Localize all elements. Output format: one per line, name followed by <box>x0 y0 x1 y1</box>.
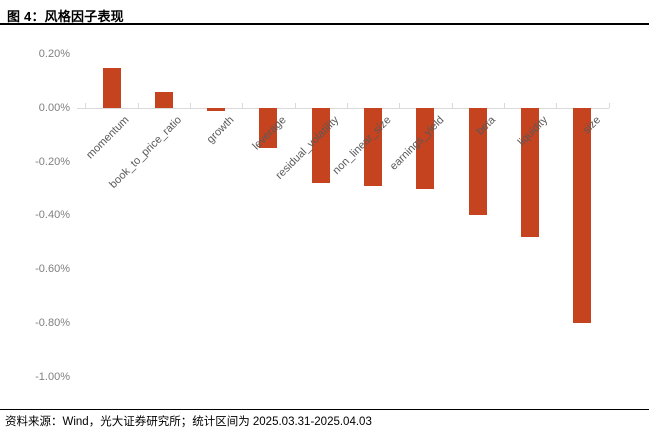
bar <box>155 92 173 108</box>
footer-divider <box>0 409 649 410</box>
axis-tick <box>609 103 610 108</box>
y-axis-label: 0.00% <box>38 102 70 114</box>
axis-tick <box>242 103 243 108</box>
y-axis-label: -1.00% <box>35 371 70 383</box>
source-note: 资料来源：Wind，光大证券研究所；统计区间为 2025.03.31-2025.… <box>5 416 372 428</box>
bar <box>103 68 121 108</box>
bar <box>573 108 591 323</box>
axis-tick <box>347 103 348 108</box>
bar <box>416 108 434 189</box>
axis-tick <box>190 103 191 108</box>
y-axis-label: -0.80% <box>35 317 70 329</box>
bar <box>469 108 487 215</box>
axis-tick <box>504 103 505 108</box>
bar <box>521 108 539 237</box>
axis-tick <box>452 103 453 108</box>
axis-tick <box>295 103 296 108</box>
axis-tick <box>85 103 86 108</box>
bar <box>364 108 382 186</box>
x-axis-label: momentum <box>84 114 132 162</box>
bar <box>259 108 277 148</box>
bar <box>312 108 330 183</box>
axis-tick <box>138 103 139 108</box>
y-axis-label: -0.40% <box>35 209 70 221</box>
x-axis-label: growth <box>204 114 237 146</box>
x-axis-line <box>77 107 609 109</box>
axis-tick <box>556 103 557 108</box>
y-axis-label: 0.20% <box>38 48 70 60</box>
figure-title: 图 4：风格因子表现 <box>7 9 124 24</box>
y-axis-label: -0.60% <box>35 263 70 275</box>
axis-tick <box>399 103 400 108</box>
bar <box>207 108 225 111</box>
title-divider <box>0 23 649 25</box>
y-axis-label: -0.20% <box>35 156 70 168</box>
